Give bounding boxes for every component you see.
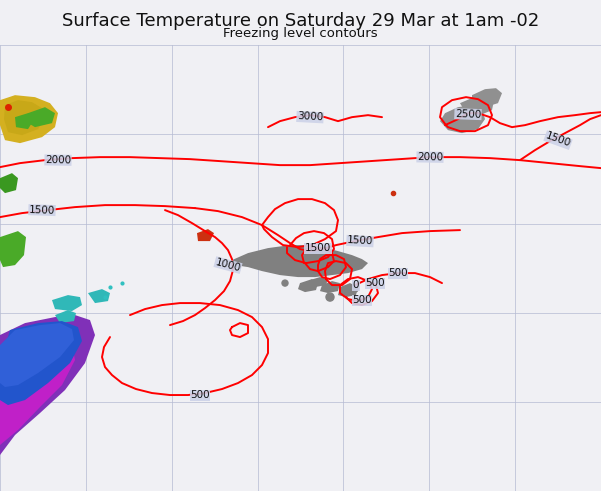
Text: 500: 500 [388, 268, 408, 278]
Text: 0: 0 [353, 280, 359, 290]
Circle shape [342, 290, 348, 296]
Text: 500: 500 [352, 295, 372, 305]
Text: 1500: 1500 [29, 205, 55, 216]
Text: 1500: 1500 [305, 243, 331, 253]
Text: 2000: 2000 [45, 155, 71, 165]
Text: 1500: 1500 [544, 131, 572, 149]
Text: 1000: 1000 [214, 257, 242, 273]
Text: 500: 500 [365, 278, 385, 288]
Text: 500: 500 [190, 390, 210, 400]
Text: Surface Temperature on Saturday 29 Mar at 1am -02: Surface Temperature on Saturday 29 Mar a… [62, 12, 539, 30]
Text: 3000: 3000 [297, 111, 323, 123]
Circle shape [352, 286, 358, 292]
Circle shape [282, 280, 288, 286]
Text: 1500: 1500 [347, 235, 373, 247]
Text: Freezing level contours: Freezing level contours [223, 27, 378, 40]
Text: 2500: 2500 [455, 109, 481, 120]
Text: 2000: 2000 [417, 152, 443, 163]
Circle shape [326, 293, 334, 301]
